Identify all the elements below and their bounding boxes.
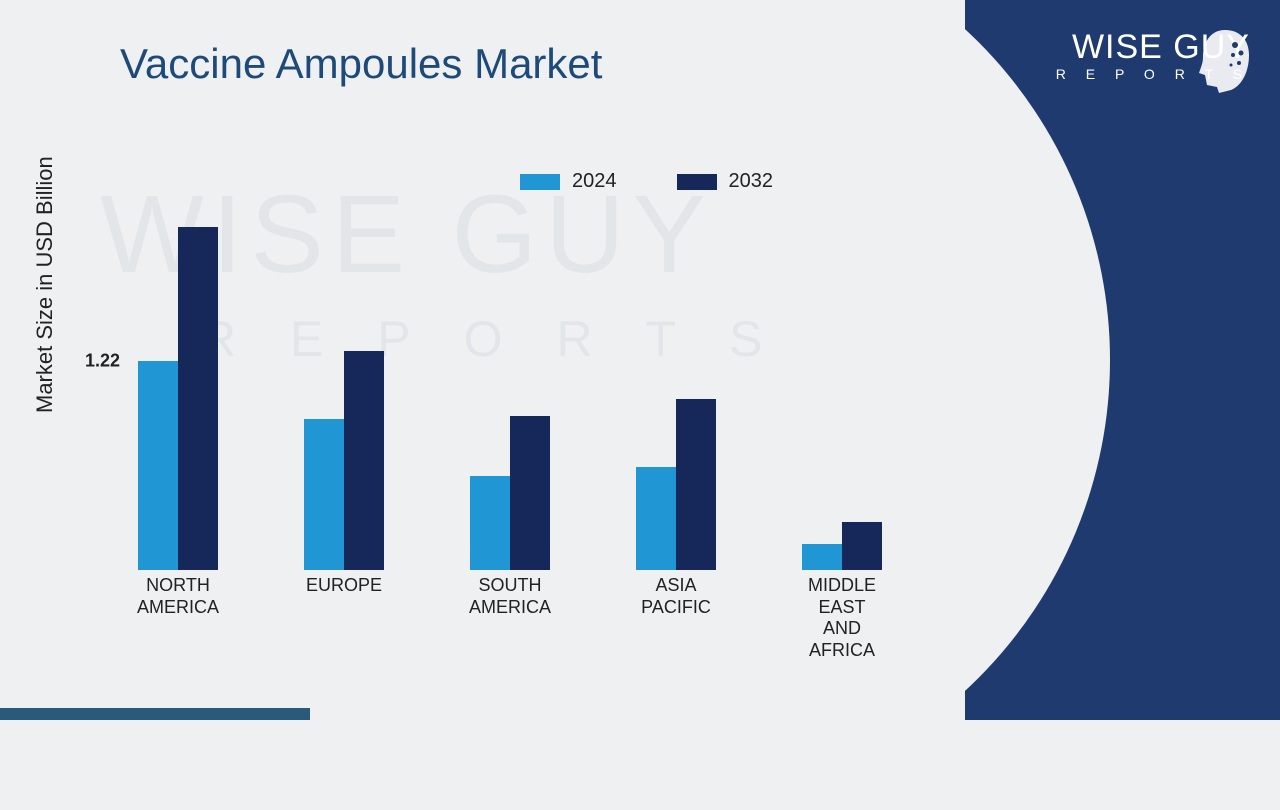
- x-axis-category-label: ASIAPACIFIC: [616, 575, 736, 661]
- x-axis-category-label: MIDDLEEASTANDAFRICA: [782, 575, 902, 661]
- bar-2024: [470, 476, 510, 570]
- chart-title: Vaccine Ampoules Market: [120, 40, 602, 88]
- bar-2032: [842, 522, 882, 570]
- legend-swatch-2024: [520, 174, 560, 190]
- bar-group: [626, 399, 726, 570]
- bar-group: [294, 351, 394, 570]
- bar-2024: [636, 467, 676, 570]
- brand-panel: [965, 0, 1280, 720]
- x-axis-category-label: SOUTHAMERICA: [450, 575, 570, 661]
- legend-item-2032: 2032: [677, 170, 774, 193]
- chart-plot-area: [95, 210, 925, 570]
- head-icon: [1195, 25, 1255, 95]
- legend-label-2032: 2032: [729, 170, 774, 193]
- bar-2032: [510, 416, 550, 570]
- x-axis-category-label: NORTHAMERICA: [118, 575, 238, 661]
- bar-2032: [344, 351, 384, 570]
- x-axis-labels: NORTHAMERICA EUROPE SOUTHAMERICA ASIAPACIFI…: [95, 575, 925, 661]
- legend-swatch-2032: [677, 174, 717, 190]
- bottom-accent-bar: [0, 708, 310, 720]
- bar-group: [792, 522, 892, 570]
- brand-logo: WISE GUY R E P O R T S: [1056, 30, 1250, 82]
- bar-group: [128, 227, 228, 570]
- x-axis-category-label: EUROPE: [284, 575, 404, 661]
- bar-2024: [802, 544, 842, 570]
- bar-2024: [304, 419, 344, 570]
- bar-2032: [676, 399, 716, 570]
- legend-label-2024: 2024: [572, 170, 617, 193]
- bar-group: [460, 416, 560, 570]
- bars-container: [95, 210, 925, 570]
- legend-item-2024: 2024: [520, 170, 617, 193]
- chart-legend: 2024 2032: [520, 170, 773, 193]
- bar-2024: [138, 361, 178, 570]
- bar-2032: [178, 227, 218, 570]
- y-axis-label: Market Size in USD Billion: [32, 156, 58, 413]
